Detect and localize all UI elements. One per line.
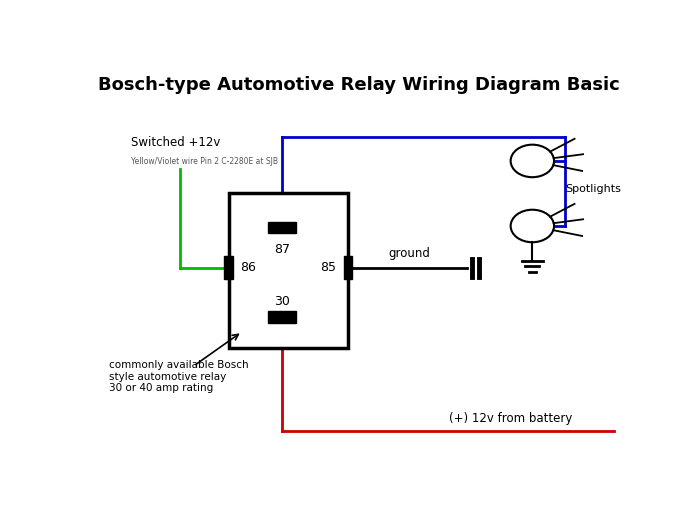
Text: 30: 30 (274, 295, 290, 308)
Text: Yellow/Violet wire Pin 2 C-2280E at SJB: Yellow/Violet wire Pin 2 C-2280E at SJB (131, 157, 278, 166)
Bar (268, 312, 296, 323)
Text: (+) 12v from battery: (+) 12v from battery (449, 412, 573, 425)
Text: Switched +12v: Switched +12v (131, 136, 220, 149)
Text: Spotlights: Spotlights (565, 184, 621, 194)
Text: 86: 86 (241, 261, 256, 274)
Bar (228, 193, 348, 348)
Text: ground: ground (389, 247, 430, 260)
Text: 85: 85 (320, 261, 336, 274)
Text: 87: 87 (274, 243, 290, 256)
Bar (224, 256, 233, 279)
Bar (268, 222, 296, 233)
Text: Bosch-type Automotive Relay Wiring Diagram Basic: Bosch-type Automotive Relay Wiring Diagr… (98, 76, 620, 93)
Bar (344, 256, 352, 279)
Text: commonly available Bosch
style automotive relay
30 or 40 amp rating: commonly available Bosch style automotiv… (109, 360, 248, 393)
